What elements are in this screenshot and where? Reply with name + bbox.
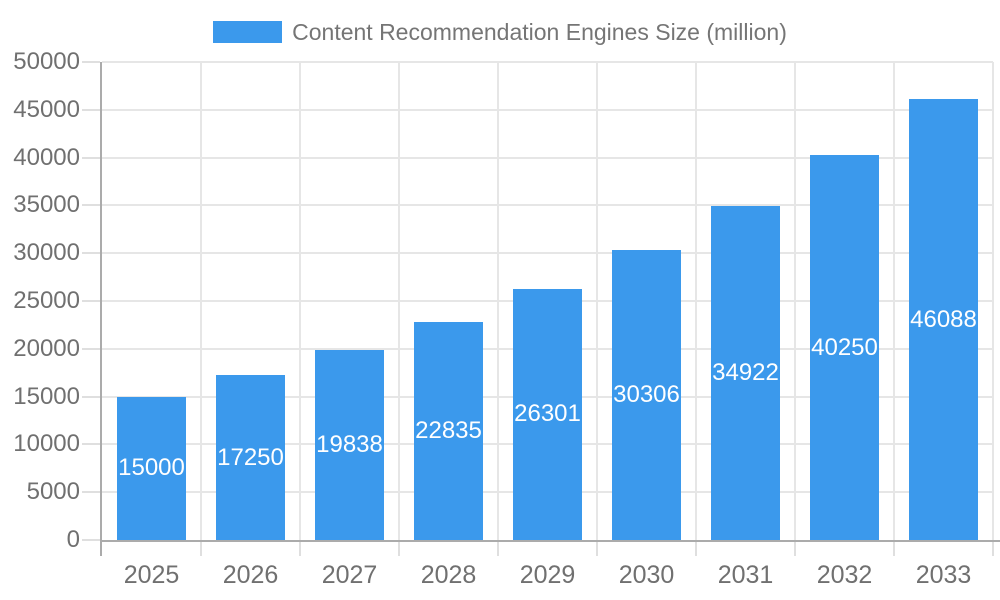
x-tick — [695, 542, 697, 556]
v-gridline — [596, 62, 598, 540]
v-gridline — [992, 62, 994, 540]
y-axis-tick-label: 45000 — [13, 95, 80, 123]
x-tick — [200, 542, 202, 556]
v-gridline — [299, 62, 301, 540]
y-axis-tick-label: 40000 — [13, 143, 80, 171]
y-axis-tick-label: 30000 — [13, 239, 80, 267]
bar[interactable] — [315, 350, 384, 540]
y-axis-tick-label: 50000 — [13, 48, 80, 75]
y-tick — [82, 204, 100, 207]
v-gridline — [695, 62, 697, 540]
bar[interactable] — [711, 206, 780, 540]
h-gridline — [102, 252, 993, 255]
y-tick — [82, 156, 100, 159]
legend[interactable]: Content Recommendation Engines Size (mil… — [0, 14, 1000, 50]
y-axis-tick-label: 5000 — [26, 478, 80, 506]
x-axis-tick-label: 2026 — [222, 561, 279, 589]
x-axis-tick-label: 2025 — [123, 561, 180, 589]
x-tick — [596, 542, 598, 556]
v-gridline — [893, 62, 895, 540]
y-tick — [82, 252, 100, 255]
bar[interactable] — [513, 288, 582, 540]
y-tick — [82, 300, 100, 302]
bar[interactable] — [216, 375, 285, 540]
h-gridline — [102, 204, 993, 207]
v-gridline — [398, 62, 400, 540]
y-axis-tick-label: 20000 — [13, 334, 80, 362]
y-tick — [82, 491, 100, 494]
v-gridline — [794, 62, 796, 540]
x-axis-tick-label: 2028 — [420, 561, 477, 589]
bar[interactable] — [612, 250, 681, 540]
x-tick — [497, 542, 499, 556]
x-axis-tick-label: 2027 — [321, 561, 378, 589]
x-axis-tick-label: 2029 — [519, 561, 576, 589]
y-axis-tick-label: 10000 — [13, 430, 80, 458]
y-tick — [82, 347, 100, 350]
y-tick — [82, 108, 100, 111]
x-tick — [794, 542, 796, 556]
y-axis-tick-label: 35000 — [13, 191, 80, 219]
v-gridline — [200, 62, 202, 540]
x-axis-tick-label: 2030 — [618, 561, 675, 589]
x-tick — [893, 542, 895, 556]
legend-label: Content Recommendation Engines Size (mil… — [292, 19, 787, 45]
x-tick — [299, 542, 301, 556]
y-axis-tick-label: 0 — [66, 526, 80, 553]
legend-swatch — [213, 21, 283, 43]
h-gridline — [102, 108, 993, 111]
x-axis-tick-label: 2032 — [816, 561, 873, 589]
y-tick — [82, 61, 100, 63]
y-tick — [82, 395, 100, 398]
v-gridline — [497, 62, 499, 540]
x-tick — [992, 542, 994, 556]
x-tick — [398, 542, 400, 556]
y-axis-tick-label: 15000 — [13, 382, 80, 410]
x-axis-line — [100, 540, 1000, 542]
bar[interactable] — [810, 155, 879, 540]
bar[interactable] — [414, 321, 483, 540]
x-axis-tick-label: 2031 — [717, 561, 774, 589]
h-gridline — [102, 156, 993, 159]
bar[interactable] — [909, 99, 978, 540]
x-axis-tick-label: 2033 — [915, 561, 972, 589]
y-tick — [82, 539, 100, 541]
y-axis-tick-label: 25000 — [13, 287, 80, 314]
y-axis-line — [100, 62, 102, 556]
h-gridline — [102, 61, 993, 63]
y-tick — [82, 443, 100, 446]
bar[interactable] — [117, 396, 186, 540]
